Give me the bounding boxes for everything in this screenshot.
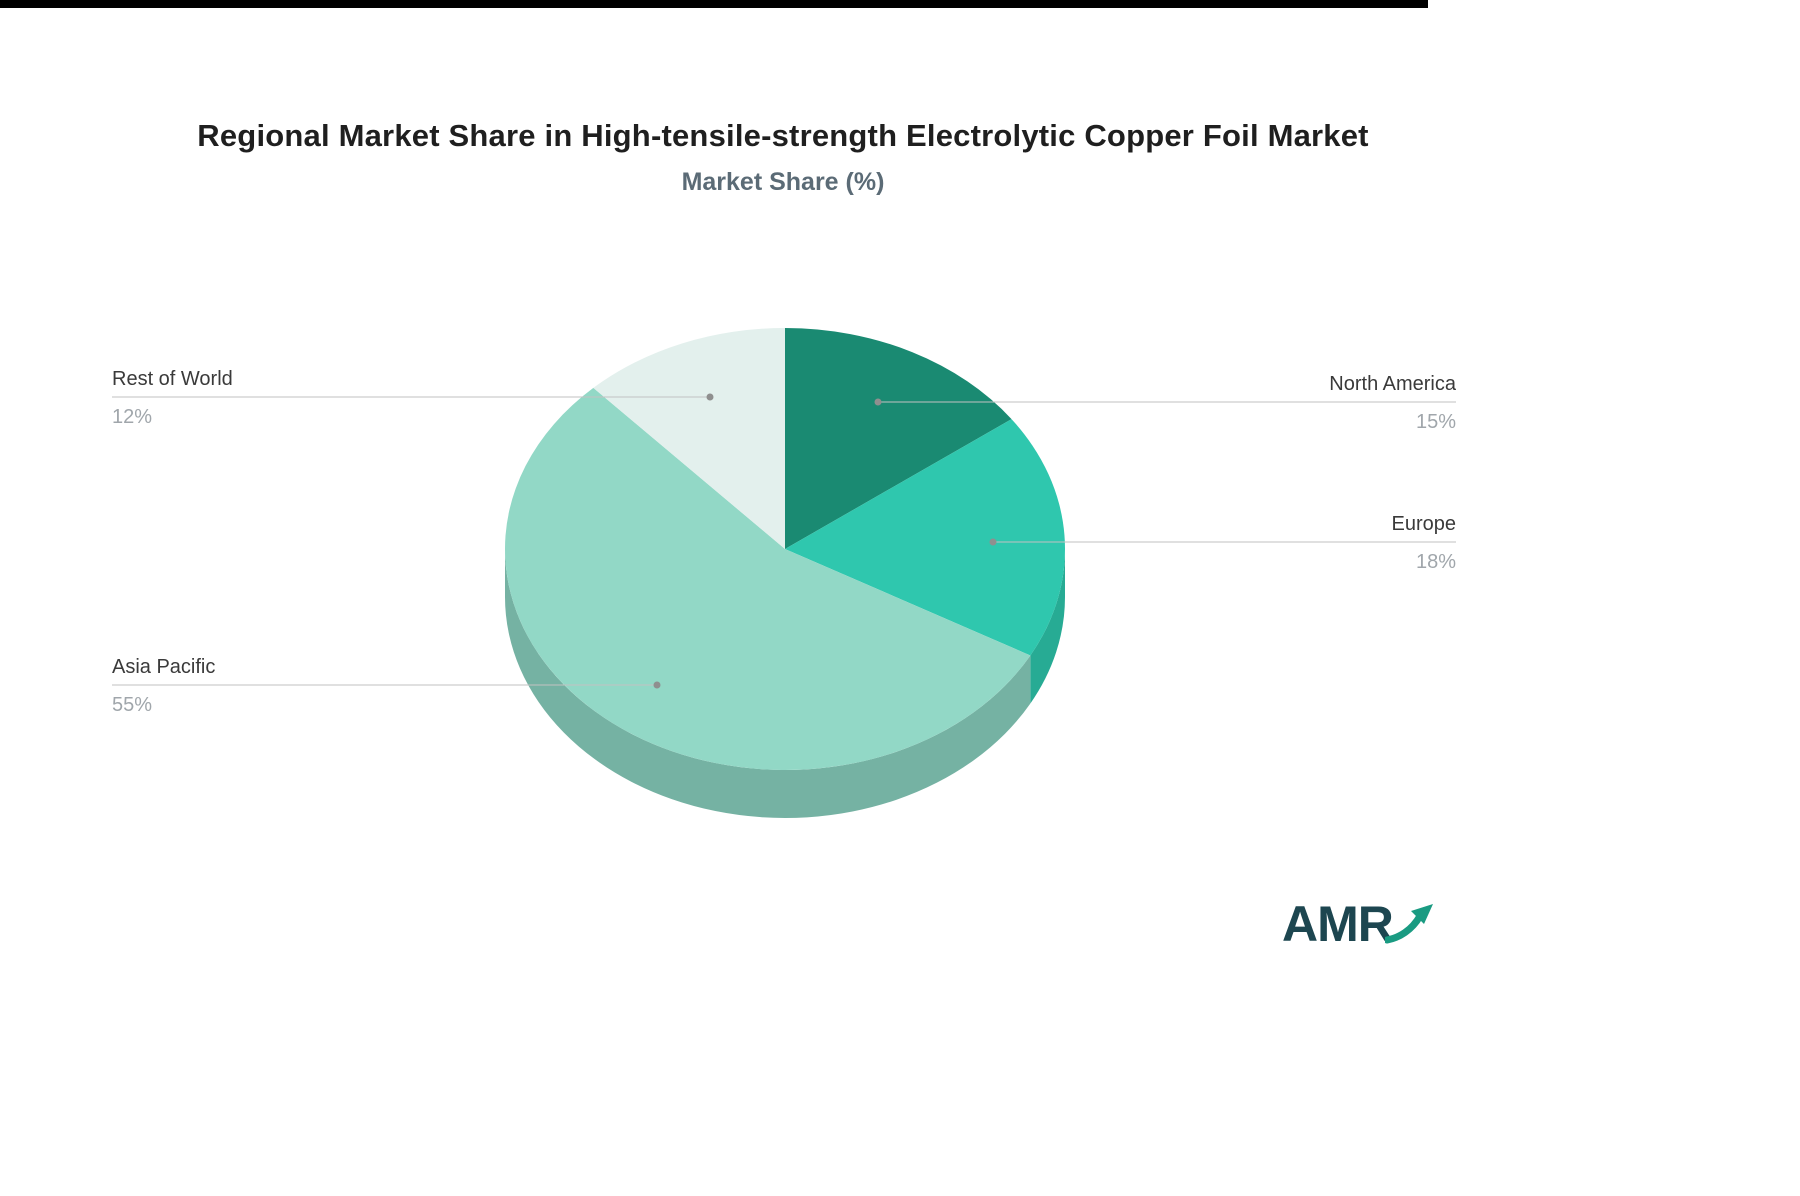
callout-asia-pacific: Asia Pacific (112, 655, 215, 679)
callout-rest-of-world: Rest of World (112, 367, 233, 391)
slice-value: 55% (112, 694, 153, 716)
slice-label: North America (1329, 373, 1456, 395)
callout-north-america-value: 15% (1416, 410, 1456, 434)
slice-value: 12% (112, 406, 153, 428)
slice-value: 18% (1415, 551, 1456, 573)
pie-slice-asia-pacific (504, 387, 1031, 771)
top-strip (0, 0, 1428, 8)
pie-slice-north-america (785, 328, 1012, 549)
slice-label: Asia Pacific (112, 656, 216, 678)
slice-label: Europe (1391, 513, 1457, 535)
pie-side-europe (1030, 549, 1065, 704)
callout-europe-value: 18% (1416, 550, 1456, 574)
leader-dot (706, 393, 714, 401)
leader-dot (874, 398, 882, 406)
brand-logo-text: AMR (1282, 896, 1394, 952)
chart-title: Regional Market Share in High-tensile-st… (197, 118, 1369, 153)
pie-slice-europe (785, 419, 1065, 656)
chart-subtitle: Market Share (%) (681, 168, 885, 196)
slice-value: 15% (1415, 411, 1456, 433)
brand-logo: AMR (1282, 898, 1435, 950)
callout-europe: Europe (1392, 512, 1457, 536)
brand-arrow-icon (1384, 904, 1433, 944)
pie-slice-rest-of-world (593, 328, 785, 549)
slice-label: Rest of World (112, 368, 233, 390)
leader-dot (989, 538, 997, 546)
pie-side-asia-pacific (505, 549, 1031, 818)
callout-rest-of-world-value: 12% (112, 405, 152, 429)
callout-asia-pacific-value: 55% (112, 693, 152, 717)
callout-north-america: North America (1329, 372, 1456, 396)
leader-dot (653, 681, 661, 689)
